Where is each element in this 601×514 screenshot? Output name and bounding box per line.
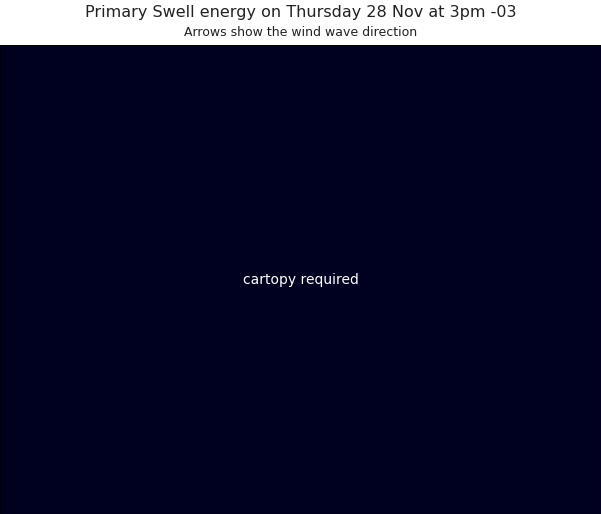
- Text: cartopy required: cartopy required: [243, 272, 358, 287]
- Text: Primary Swell energy on Thursday 28 Nov at 3pm -03: Primary Swell energy on Thursday 28 Nov …: [85, 5, 516, 20]
- Text: Arrows show the wind wave direction: Arrows show the wind wave direction: [184, 26, 417, 39]
